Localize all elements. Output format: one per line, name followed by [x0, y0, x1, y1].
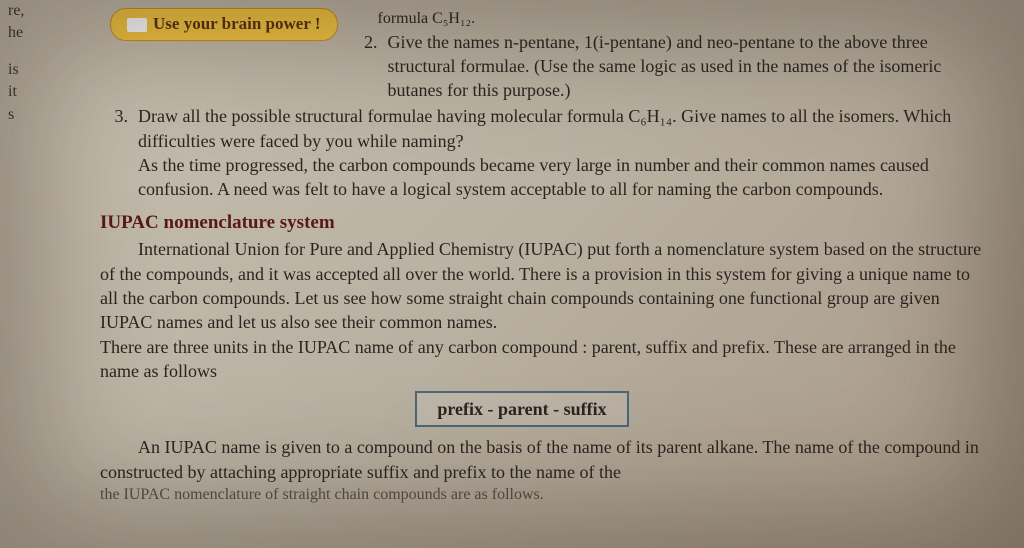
- margin-line: s: [8, 104, 24, 126]
- q3-body: Draw all the possible structural formula…: [138, 104, 984, 201]
- q3-line2: As the time progressed, the carbon compo…: [138, 153, 984, 202]
- paragraph-4: the IUPAC nomenclature of straight chain…: [100, 484, 984, 506]
- iupac-heading: IUPAC nomenclature system: [100, 210, 984, 236]
- brain-power-badge: Use your brain power !: [110, 8, 338, 41]
- paragraph-1: International Union for Pure and Applied…: [100, 237, 984, 334]
- left-margin-text: re, he is it s: [8, 0, 24, 126]
- question-3: 3. Draw all the possible structural form…: [100, 104, 984, 201]
- margin-line: it: [8, 81, 24, 103]
- margin-line: re,: [8, 0, 24, 22]
- page-content: Use your brain power ! formula C₅H₁₂. 2.…: [0, 0, 1024, 526]
- top-row: Use your brain power ! formula C₅H₁₂. 2.…: [60, 8, 984, 104]
- q3-number: 3.: [100, 104, 128, 128]
- q2-number: 2.: [350, 30, 378, 54]
- formula-container: prefix - parent - suffix: [60, 383, 984, 435]
- badge-container: Use your brain power !: [60, 8, 338, 41]
- prefix-parent-suffix-box: prefix - parent - suffix: [415, 391, 628, 427]
- q2-preline: formula C₅H₁₂.: [378, 8, 985, 30]
- q2-text: Give the names n-pentane, 1(i-pentane) a…: [388, 30, 985, 103]
- margin-line: is: [8, 59, 24, 81]
- paragraph-2: There are three units in the IUPAC name …: [100, 335, 984, 384]
- q3-line1: Draw all the possible structural formula…: [138, 104, 984, 153]
- paragraph-3: An IUPAC name is given to a compound on …: [100, 435, 984, 484]
- badge-text: Use your brain power !: [153, 14, 321, 33]
- margin-line: he: [8, 22, 24, 44]
- question-2: formula C₅H₁₂. 2. Give the names n-penta…: [338, 8, 985, 104]
- para1-text: International Union for Pure and Applied…: [100, 237, 984, 334]
- book-icon: [127, 18, 147, 32]
